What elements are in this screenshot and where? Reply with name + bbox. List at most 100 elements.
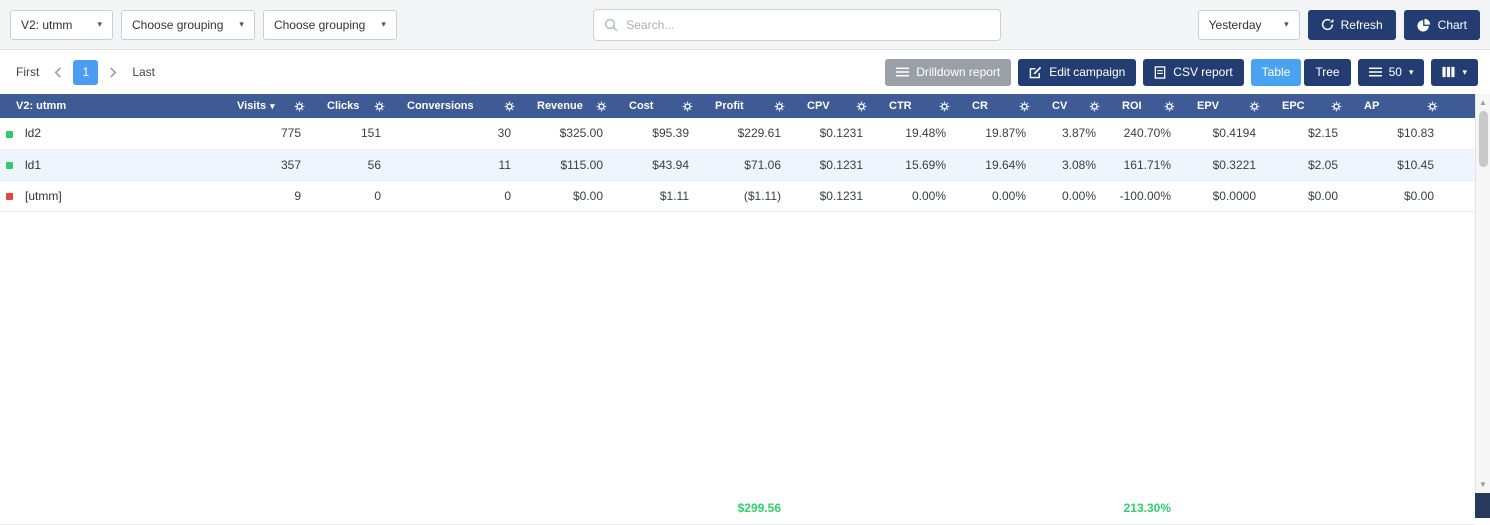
chart-button[interactable]: Chart — [1403, 9, 1480, 40]
gear-icon[interactable] — [374, 101, 385, 112]
cell-conversions: 11 — [498, 157, 511, 172]
column-label: CTR — [889, 100, 912, 112]
cell-roi: 161.71% — [1123, 157, 1171, 172]
pie-chart-icon — [1417, 18, 1430, 32]
gear-icon[interactable] — [596, 101, 607, 112]
cell-visits: 9 — [294, 188, 301, 203]
column-label: AP — [1364, 100, 1380, 112]
column-label: Profit — [715, 100, 744, 112]
row-label-cell: ld1 — [0, 149, 225, 180]
gear-icon[interactable] — [294, 101, 305, 112]
column-header-cost[interactable]: Cost — [617, 94, 703, 118]
column-header-cpv[interactable]: CPV — [795, 94, 877, 118]
sort-desc-icon: ▾ — [270, 100, 275, 111]
gear-icon[interactable] — [504, 101, 515, 112]
edit-campaign-button[interactable]: Edit campaign — [1018, 58, 1137, 86]
drilldown-report-button[interactable]: Drilldown report — [885, 58, 1012, 86]
total-cell-conversions: 41 — [497, 501, 511, 516]
grouping-dropdown-2-label: Choose grouping — [273, 17, 366, 32]
gear-icon[interactable] — [1164, 101, 1175, 112]
columns-button[interactable]: ▾ — [1431, 58, 1478, 86]
pagination-page-button[interactable]: 1 — [73, 59, 99, 85]
cell-epv: $0.4194 — [1212, 126, 1256, 141]
table-row[interactable]: [utmm] 9 0 0 $0.00 $1.11 ($1.11) $0.1231 0.00% 0.… — [0, 180, 1475, 211]
column-header-roi[interactable]: ROI — [1110, 94, 1185, 118]
edit-pencil-icon — [1029, 66, 1042, 78]
column-header-profit[interactable]: Profit — [703, 94, 795, 118]
cell-cr: 19.87% — [985, 126, 1026, 141]
table-view-label: Table — [1261, 65, 1291, 79]
pagination-first[interactable]: First — [16, 65, 40, 79]
column-header-clicks[interactable]: Clicks — [315, 94, 395, 118]
date-range-dropdown[interactable]: Yesterday ▾ — [1197, 9, 1300, 40]
pagination-prev-button[interactable] — [47, 66, 69, 78]
scroll-down-icon[interactable]: ▼ — [1479, 480, 1487, 489]
cell-ap: $10.83 — [1397, 126, 1434, 141]
row-label: ld1 — [25, 157, 42, 172]
column-header-visits[interactable]: Visits ▾ — [225, 94, 315, 118]
chevron-right-icon — [110, 66, 117, 78]
column-header-epc[interactable]: EPC — [1270, 94, 1352, 118]
refresh-icon — [1321, 18, 1334, 31]
pagination-last[interactable]: Last — [132, 65, 156, 79]
chevron-left-icon — [54, 66, 62, 78]
gear-icon[interactable] — [1249, 101, 1260, 112]
cell-epc: $2.15 — [1307, 126, 1338, 141]
column-label: EPV — [1197, 100, 1220, 112]
gear-icon[interactable] — [1089, 101, 1100, 112]
cell-filler — [1448, 180, 1475, 211]
column-header-ctr[interactable]: CTR — [877, 94, 960, 118]
grouping-dropdown-1[interactable]: Choose grouping ▾ — [121, 9, 255, 40]
table-view-button[interactable]: Table — [1250, 58, 1302, 86]
column-label: Visits — [237, 100, 267, 112]
cell-cpv: $0.1231 — [819, 188, 863, 203]
total-cell-epc: $2.13 — [1307, 501, 1338, 516]
table-row[interactable]: ld1 357 56 11 $115.00 $43.94 $71.06 $0.1231 15.6… — [0, 149, 1475, 180]
column-label: Conversions — [407, 100, 474, 112]
search-icon — [605, 18, 618, 32]
gear-icon[interactable] — [1427, 101, 1438, 112]
cell-cpv: $0.1231 — [819, 126, 863, 141]
columns-icon — [1442, 66, 1456, 78]
table-header-row: V2: utmm Visits ▾ Clicks Conversions Revenue C… — [0, 94, 1475, 118]
column-header-conversions[interactable]: Conversions — [395, 94, 525, 118]
cell-ap: $10.45 — [1397, 157, 1434, 172]
total-cell-revenue: $440.00 — [559, 501, 603, 516]
column-header-cr[interactable]: CR — [960, 94, 1040, 118]
table-row[interactable]: ld2 775 151 30 $325.00 $95.39 $229.61 $0.1231 19… — [0, 118, 1475, 149]
total-cell-visits: 1,141 — [270, 501, 301, 516]
gear-icon[interactable] — [856, 101, 867, 112]
pagination-next-button[interactable] — [102, 66, 124, 78]
column-header-ap[interactable]: AP — [1352, 94, 1448, 118]
gear-icon[interactable] — [1331, 101, 1342, 112]
vertical-scrollbar[interactable]: ▲ ▼ — [1475, 94, 1490, 493]
grouping-dropdown-2[interactable]: Choose grouping ▾ — [262, 9, 397, 40]
cell-ctr: 19.48% — [905, 126, 946, 141]
cell-cr: 0.00% — [991, 188, 1026, 203]
column-header-epv[interactable]: EPV — [1185, 94, 1270, 118]
column-header-group[interactable]: V2: utmm — [0, 94, 225, 118]
scroll-up-icon[interactable]: ▲ — [1479, 98, 1487, 107]
column-header-revenue[interactable]: Revenue — [525, 94, 617, 118]
gear-icon[interactable] — [1019, 101, 1030, 112]
rows-per-page-button[interactable]: 50 ▾ — [1357, 58, 1425, 86]
gear-icon[interactable] — [682, 101, 693, 112]
tree-view-button[interactable]: Tree — [1304, 58, 1351, 86]
gear-icon[interactable] — [774, 101, 785, 112]
cell-filler — [1448, 118, 1475, 149]
chevron-down-icon: ▾ — [239, 19, 244, 29]
total-cell-cpv: $0.1231 — [819, 501, 863, 516]
chevron-down-icon: ▾ — [381, 19, 386, 29]
refresh-button[interactable]: Refresh — [1307, 9, 1396, 40]
column-label: EPC — [1282, 100, 1305, 112]
edit-campaign-label: Edit campaign — [1049, 65, 1126, 79]
cell-conversions: 30 — [497, 126, 511, 141]
scrollbar-thumb[interactable] — [1478, 111, 1488, 167]
column-header-cv[interactable]: CV — [1040, 94, 1110, 118]
campaign-dropdown[interactable]: V2: utmm ▾ — [10, 9, 113, 40]
csv-report-button[interactable]: CSV report — [1143, 58, 1244, 86]
total-cell-filler — [1448, 493, 1475, 524]
drilldown-report-label: Drilldown report — [916, 65, 1001, 79]
search-input[interactable] — [626, 17, 991, 32]
gear-icon[interactable] — [939, 101, 950, 112]
